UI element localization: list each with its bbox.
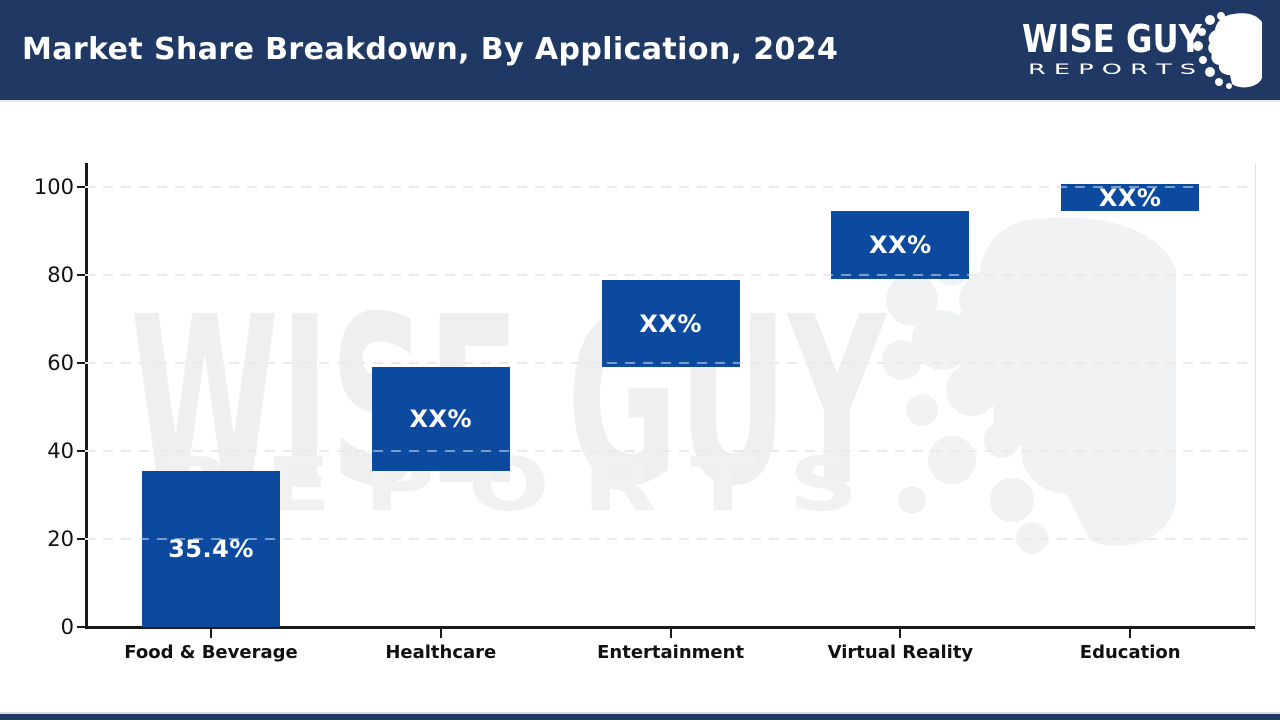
gridline [85,186,1256,188]
y-tick-label: 40 [47,439,74,463]
plot-right-border [1255,163,1256,629]
x-axis-category-label: Entertainment [597,642,745,663]
x-axis-category-label: Food & Beverage [124,642,298,663]
header-banner: Market Share Breakdown, By Application, … [0,0,1280,102]
bar-value-label: XX% [1098,183,1162,212]
bar-food-beverage: 35.4% [142,471,280,627]
wiseguy-logo: WISE GUY R E P O R T S [1022,12,1262,89]
y-tick-label: 60 [47,351,74,375]
footer-bar [0,714,1280,720]
y-tick-label: 20 [47,527,74,551]
y-axis-tick [77,362,85,364]
x-axis-tick [899,629,902,638]
gridline-overlay [85,450,1256,452]
bar-value-label: XX% [869,230,932,259]
y-axis-tick [77,274,85,276]
y-axis-tick [77,186,85,188]
gridline-overlay [85,538,1256,540]
bar-value-label: 35.4% [168,535,254,564]
bar-value-label: XX% [409,405,473,434]
bar-value-label: XX% [639,309,702,338]
bar-healthcare: XX% [371,367,510,472]
x-axis-category-label: Education [1079,642,1181,663]
gridline-overlay [85,362,1256,364]
logo-wordmark: WISE GUY [1022,17,1202,61]
gridline [85,450,1256,452]
x-axis-line [85,626,1256,629]
logo-subtext: R E P O R T S [1028,62,1196,78]
y-axis-tick [77,538,85,540]
gridline [85,274,1256,276]
gridline-overlay [85,274,1256,276]
y-tick-label: 100 [33,175,74,199]
footer-divider [0,712,1280,714]
y-axis-tick [77,450,85,452]
x-axis-tick [669,629,672,638]
y-tick-label: 0 [60,615,74,639]
gridline [85,538,1256,540]
logo-head-icon [1193,12,1262,89]
gridline-overlay [85,186,1256,188]
x-axis-tick [210,629,212,638]
x-axis-tick [439,629,442,638]
bar-virtual-reality: XX% [831,211,970,279]
y-axis-line [85,163,88,629]
x-axis-category-label: Virtual Reality [827,642,974,663]
x-axis-tick [1129,629,1132,638]
chart-title: Market Share Breakdown, By Application, … [22,32,839,67]
y-axis-tick [77,626,85,628]
bar-entertainment: XX% [601,279,740,368]
y-tick-label: 80 [47,263,74,287]
chart-area: WISE GUY R E P O R T S 0 20 40 60 80 100 Food … [0,102,1280,713]
x-axis-category-label: Healthcare [385,642,497,663]
bar-education: XX% [1061,183,1200,212]
